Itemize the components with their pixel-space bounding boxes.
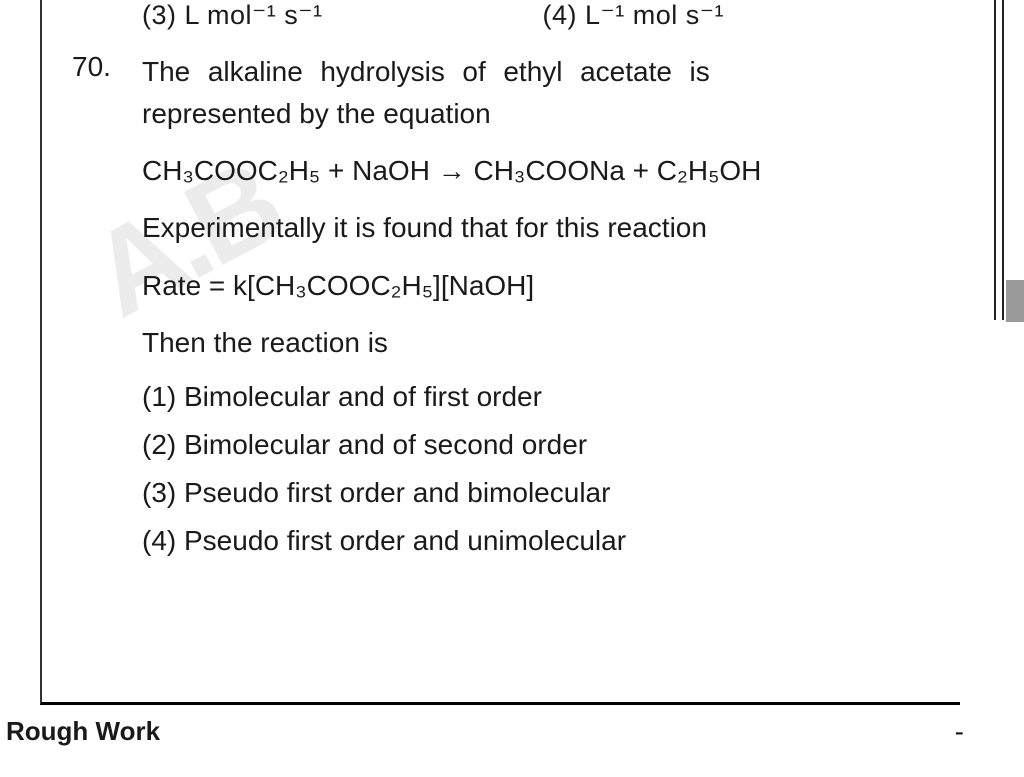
right-page-border <box>994 0 1004 320</box>
rough-work-label: Rough Work <box>6 716 160 747</box>
answer-options: (1) Bimolecular and of first order (2) B… <box>142 381 940 557</box>
scrollbar-thumb[interactable] <box>1006 280 1024 322</box>
question-text-line-2: represented by the equation <box>142 93 710 135</box>
option-4[interactable]: (4) Pseudo first order and unimolecular <box>142 525 940 557</box>
rate-equation: Rate = k[CH₃COOC₂H₅][NaOH] <box>142 264 940 307</box>
question-text-line-1: The alkaline hydrolysis of ethyl acetate… <box>142 51 710 93</box>
previous-question-options-row: (3) L mol⁻¹ s⁻¹ (4) L⁻¹ mol s⁻¹ <box>142 0 940 31</box>
footer-dash: - <box>955 716 964 748</box>
then-line: Then the reaction is <box>142 321 940 364</box>
question-body: The alkaline hydrolysis of ethyl acetate… <box>142 51 710 135</box>
page-container: A.B (3) L mol⁻¹ s⁻¹ (4) L⁻¹ mol s⁻¹ 70. … <box>0 0 1024 777</box>
option-2[interactable]: (2) Bimolecular and of second order <box>142 429 940 461</box>
option-3[interactable]: (3) Pseudo first order and bimolecular <box>142 477 940 509</box>
chemical-equation: CH₃COOC₂H₅ + NaOH → CH₃COONa + C₂H₅OH <box>142 149 940 192</box>
question-number: 70. <box>72 51 142 135</box>
prev-option-3: (3) L mol⁻¹ s⁻¹ <box>142 0 323 31</box>
question-content-box: (3) L mol⁻¹ s⁻¹ (4) L⁻¹ mol s⁻¹ 70. The … <box>40 0 960 705</box>
experimental-line: Experimentally it is found that for this… <box>142 206 940 249</box>
prev-option-4: (4) L⁻¹ mol s⁻¹ <box>543 0 725 31</box>
question-row: 70. The alkaline hydrolysis of ethyl ace… <box>72 51 940 135</box>
option-1[interactable]: (1) Bimolecular and of first order <box>142 381 940 413</box>
